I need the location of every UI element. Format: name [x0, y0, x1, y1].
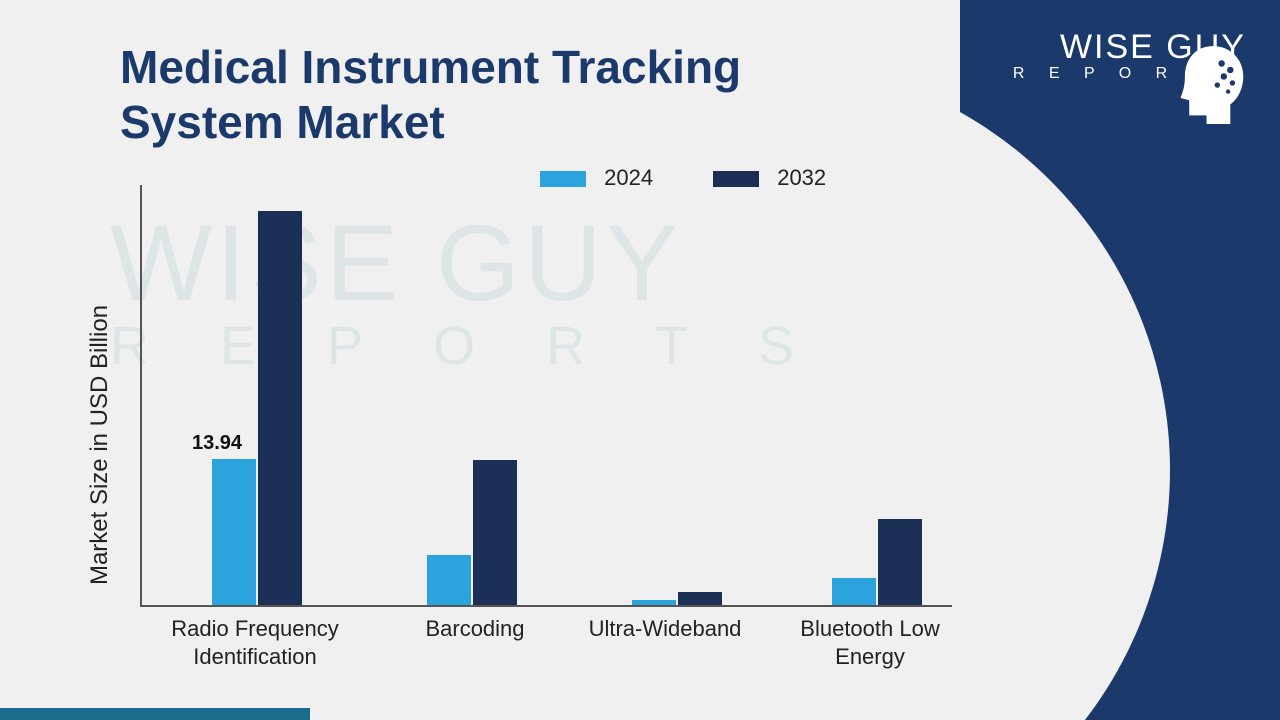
chart-title: Medical Instrument Tracking System Marke… [120, 40, 860, 150]
bar-2024 [212, 459, 256, 605]
bar-2024 [632, 600, 676, 605]
value-label: 13.94 [192, 432, 242, 455]
plot-region: 13.94 [140, 185, 952, 607]
brand-logo: WISE GUY R E P O R T S [1013, 28, 1246, 83]
bar-2032 [473, 460, 517, 605]
x-axis-label: Bluetooth Low Energy [780, 615, 960, 670]
bar-2032 [878, 519, 922, 605]
bar-2032 [678, 592, 722, 605]
x-axis-label: Ultra-Wideband [575, 615, 755, 643]
x-axis-label: Radio Frequency Identification [165, 615, 345, 670]
bottom-accent-bar [0, 708, 310, 720]
bar-2024 [832, 578, 876, 605]
bar-2024 [427, 555, 471, 605]
page: WISE GUY R E P O R T S Medical Instrumen… [0, 0, 1280, 720]
head-icon [1180, 44, 1246, 124]
bar-2032 [258, 211, 302, 605]
x-axis-label: Barcoding [385, 615, 565, 643]
chart-area: Market Size in USD Billion 13.94 Radio F… [80, 185, 950, 665]
y-axis-label: Market Size in USD Billion [86, 245, 114, 645]
